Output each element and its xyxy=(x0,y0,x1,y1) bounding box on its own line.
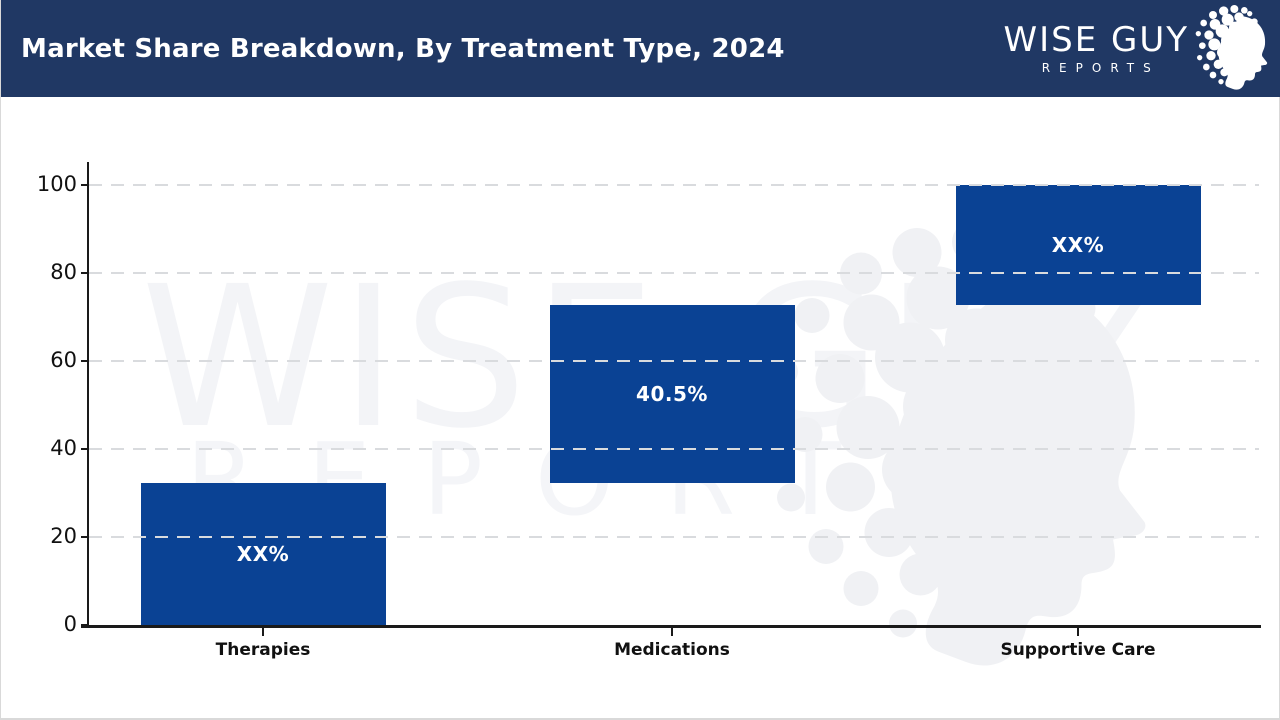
gridline-60 xyxy=(89,360,1259,362)
y-axis-tick-label-60: 60 xyxy=(50,348,77,372)
bar-therapies: XX% xyxy=(140,483,386,625)
brand-logo: WISE GUY REPORTS xyxy=(1003,4,1280,93)
y-axis-line xyxy=(87,162,89,627)
gridline-80 xyxy=(89,272,1259,274)
y-axis-tick-label-40: 40 xyxy=(50,436,77,460)
brand-subtitle: REPORTS xyxy=(1041,60,1160,75)
brand-face-icon xyxy=(1195,4,1268,90)
x-axis-tick-2 xyxy=(671,627,673,636)
gridline-100 xyxy=(89,184,1259,186)
y-axis-tick-label-80: 80 xyxy=(50,260,77,284)
y-axis-tick-40 xyxy=(81,448,89,450)
y-axis-tick-label-100: 100 xyxy=(36,172,77,196)
bar-value-label: XX% xyxy=(1051,233,1105,258)
bar-supportive-care: XX% xyxy=(955,185,1201,306)
x-axis-tick-3 xyxy=(1077,627,1079,636)
bar-medications: 40.5% xyxy=(549,305,795,484)
chart-canvas: WISE GUY REPORTS 020406080100XX%40.5%XX%… xyxy=(1,97,1280,718)
brand-logo-text: WISE GUY REPORTS xyxy=(1003,23,1189,75)
x-axis-label-therapies: Therapies xyxy=(215,640,311,660)
y-axis-tick-80 xyxy=(81,272,89,274)
bar-value-label: 40.5% xyxy=(636,382,708,407)
y-axis-tick-100 xyxy=(81,184,89,186)
y-axis-tick-20 xyxy=(81,536,89,538)
gridline-20 xyxy=(89,536,1259,538)
gridline-40 xyxy=(89,448,1259,450)
y-axis-tick-label-0: 0 xyxy=(63,612,77,636)
bar-value-label: XX% xyxy=(236,542,290,567)
x-axis-label-supportive-care: Supportive Care xyxy=(1000,640,1156,660)
page-title: Market Share Breakdown, By Treatment Typ… xyxy=(21,33,785,64)
x-axis-label-medications: Medications xyxy=(614,640,730,660)
header-bar: Market Share Breakdown, By Treatment Typ… xyxy=(1,0,1280,97)
x-axis-line xyxy=(81,625,1261,628)
x-axis-tick-1 xyxy=(262,627,264,636)
y-axis-tick-label-20: 20 xyxy=(50,524,77,548)
brand-name: WISE GUY xyxy=(1003,19,1189,60)
y-axis-tick-60 xyxy=(81,360,89,362)
